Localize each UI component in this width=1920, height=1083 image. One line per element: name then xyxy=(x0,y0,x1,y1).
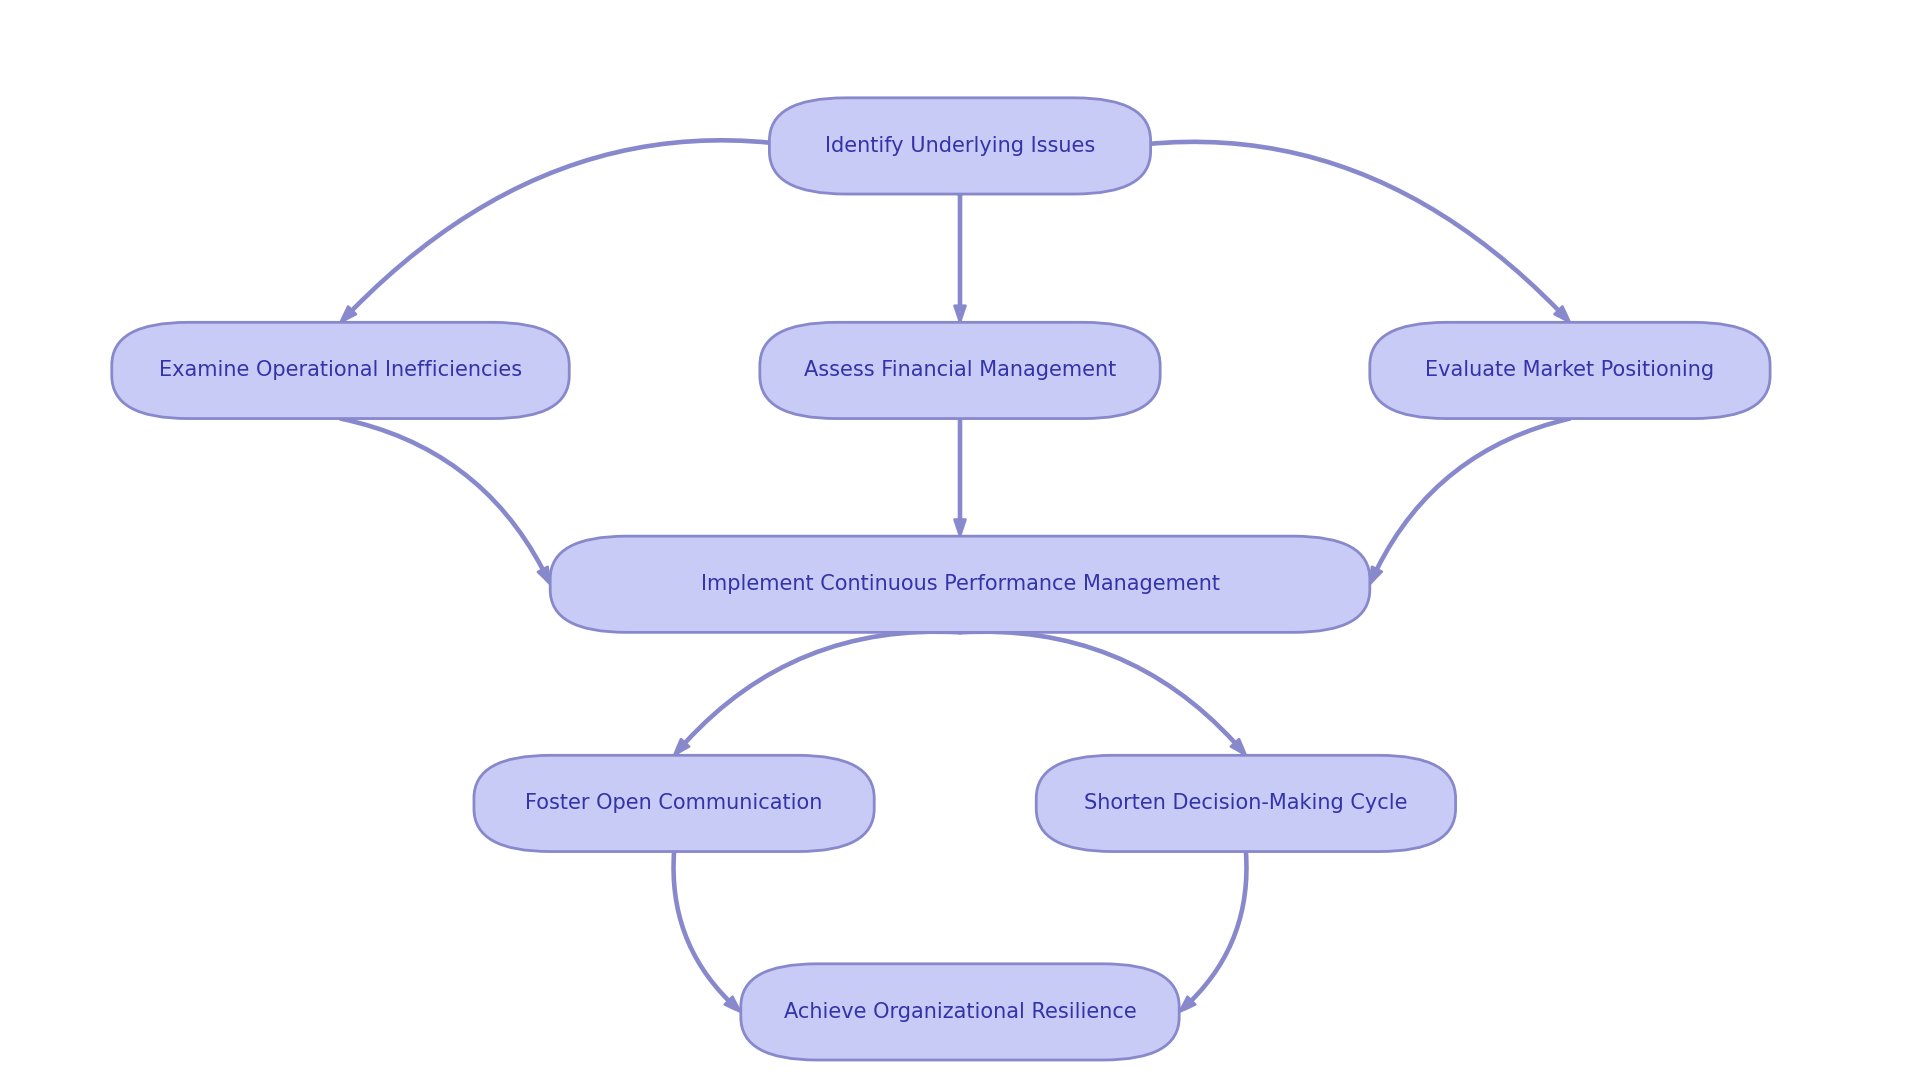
FancyArrowPatch shape xyxy=(960,141,1571,323)
FancyArrowPatch shape xyxy=(340,418,551,584)
FancyArrowPatch shape xyxy=(960,630,1246,755)
Text: Foster Open Communication: Foster Open Communication xyxy=(526,794,824,813)
FancyArrowPatch shape xyxy=(1369,418,1571,584)
FancyBboxPatch shape xyxy=(111,323,568,418)
FancyArrowPatch shape xyxy=(674,630,960,755)
FancyBboxPatch shape xyxy=(474,755,874,851)
FancyBboxPatch shape xyxy=(760,323,1160,418)
FancyArrowPatch shape xyxy=(954,194,966,323)
FancyBboxPatch shape xyxy=(1037,755,1455,851)
FancyArrowPatch shape xyxy=(954,418,966,536)
Text: Implement Continuous Performance Management: Implement Continuous Performance Managem… xyxy=(701,574,1219,595)
Text: Examine Operational Inefficiencies: Examine Operational Inefficiencies xyxy=(159,361,522,380)
FancyArrowPatch shape xyxy=(672,851,741,1012)
FancyBboxPatch shape xyxy=(770,97,1150,194)
FancyBboxPatch shape xyxy=(1369,323,1770,418)
Text: Evaluate Market Positioning: Evaluate Market Positioning xyxy=(1425,361,1715,380)
Text: Achieve Organizational Resilience: Achieve Organizational Resilience xyxy=(783,1002,1137,1022)
Text: Assess Financial Management: Assess Financial Management xyxy=(804,361,1116,380)
FancyBboxPatch shape xyxy=(551,536,1369,632)
FancyBboxPatch shape xyxy=(741,964,1179,1060)
FancyArrowPatch shape xyxy=(1179,851,1248,1012)
Text: Identify Underlying Issues: Identify Underlying Issues xyxy=(826,136,1094,156)
FancyArrowPatch shape xyxy=(340,140,960,323)
Text: Shorten Decision-Making Cycle: Shorten Decision-Making Cycle xyxy=(1085,794,1407,813)
